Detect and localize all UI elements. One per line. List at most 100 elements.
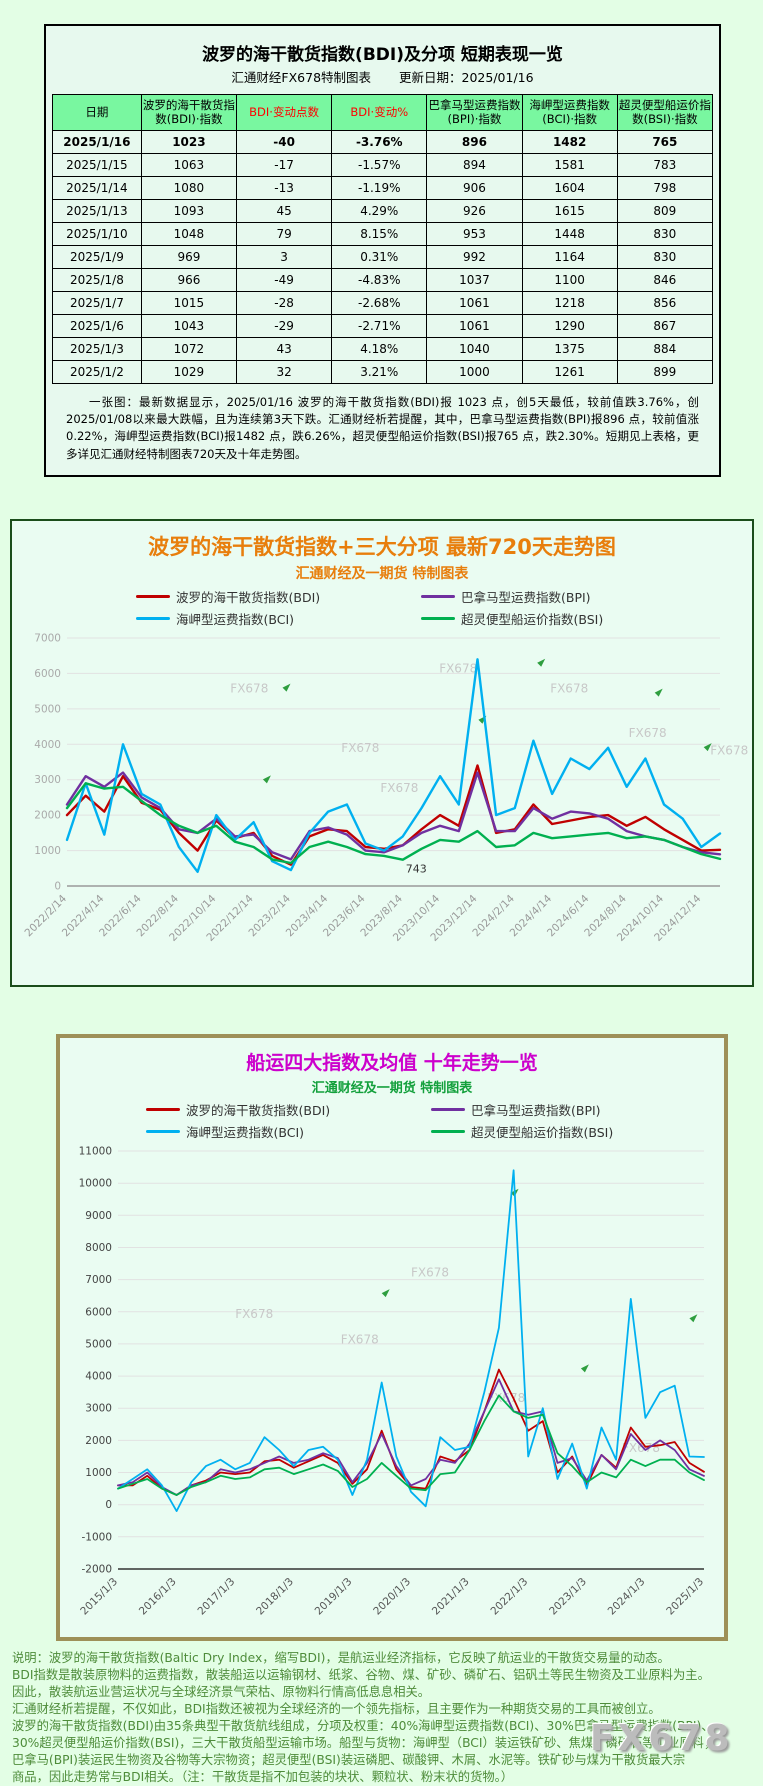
x-tick-label: 2015/1/3 bbox=[78, 1576, 120, 1618]
legend-label: 巴拿马型运费指数(BPI) bbox=[461, 590, 591, 605]
footer-line: 30%超灵便型船运价指数(BSI)，三大干散货船型运输市场。船型与货物：海岬型（… bbox=[12, 1736, 717, 1750]
table-cell: 765 bbox=[616, 129, 714, 154]
chart-10y-title: 船运四大指数及均值 十年走势一览 bbox=[246, 1052, 538, 1074]
table-cell: 79 bbox=[235, 221, 333, 246]
table-cell: 896 bbox=[426, 129, 523, 154]
table-cell: 894 bbox=[426, 152, 523, 177]
y-tick-label: 7000 bbox=[34, 633, 61, 645]
table-cell: 2025/1/10 bbox=[52, 221, 142, 246]
series-line-BPI bbox=[117, 1378, 705, 1496]
legend-line-swatch bbox=[136, 617, 170, 620]
legend-label: 波罗的海干散货指数(BDI) bbox=[176, 590, 321, 605]
table-cell: 2025/1/3 bbox=[52, 336, 142, 361]
footer-line: 巴拿马(BPI)装运民生物资及谷物等大宗物资；超灵便型(BSI)装运磷肥、碳酸钾… bbox=[12, 1753, 686, 1767]
table-cell: 809 bbox=[616, 198, 714, 223]
table-cell: 830 bbox=[616, 244, 714, 269]
chart-720-legend: 波罗的海干散货指数(BDI) 巴拿马型运费指数(BPI) 海岬型运费指数(BCI) 超… bbox=[102, 587, 662, 628]
legend-label: 海岬型运费指数(BCI) bbox=[186, 1125, 305, 1140]
footer-description: 说明：波罗的海干散货指数(Baltic Dry Index，缩写BDI)，是航运… bbox=[12, 1650, 754, 1786]
table-cell: 2025/1/8 bbox=[52, 267, 142, 292]
legend-line-swatch bbox=[431, 1130, 465, 1133]
table-cell: 1061 bbox=[426, 313, 523, 338]
footer-line: 商品，因此走势常与BDI相关。（注：干散货是指不加包装的块状、颗粒状、粉末状的货… bbox=[12, 1770, 514, 1784]
y-tick-label: 3000 bbox=[34, 774, 61, 786]
fx678-chart-watermark: FX678 bbox=[341, 741, 379, 755]
y-tick-label: 1000 bbox=[34, 845, 61, 857]
table-row: 2025/1/3 1072 43 4.18% 1040 1375 884 bbox=[52, 336, 714, 361]
table-cell: 1581 bbox=[521, 152, 618, 177]
bdi-table-block: 波罗的海干散货指数(BDI)及分项 短期表现一览 汇通财经FX678特制图表 更… bbox=[44, 24, 721, 477]
x-tick-label: 2025/1/3 bbox=[664, 1576, 706, 1618]
chart-10y-legend: 波罗的海干散货指数(BDI) 巴拿马型运费指数(BPI) 海岬型运费指数(BCI) 超… bbox=[112, 1100, 672, 1141]
table-row: 2025/1/8 966 -49 -4.83% 1037 1100 846 bbox=[52, 267, 714, 292]
table-row: 2025/1/6 1043 -29 -2.71% 1061 1290 867 bbox=[52, 313, 714, 338]
table-row: 2025/1/7 1015 -28 -2.68% 1061 1218 856 bbox=[52, 290, 714, 315]
table-cell: 926 bbox=[426, 198, 523, 223]
col-header: 超灵便型船运价指数(BSI)·指数 bbox=[616, 94, 714, 131]
table-subtitle: 汇通财经FX678特制图表 更新日期：2025/01/16 bbox=[52, 67, 713, 86]
table-cell: 1604 bbox=[521, 175, 618, 200]
col-header: BDI·变动% bbox=[331, 94, 428, 131]
table-cell: -4.83% bbox=[331, 267, 428, 292]
fx678-chart-watermark: FX678 bbox=[628, 726, 666, 740]
table-cell: 1261 bbox=[521, 359, 618, 384]
table-cell: -17 bbox=[235, 152, 333, 177]
col-header: BDI·变动点数 bbox=[235, 94, 333, 131]
fx678-chart-watermark: FX678 bbox=[550, 682, 588, 696]
table-cell: 899 bbox=[616, 359, 714, 384]
col-header: 波罗的海干散货指数(BDI)·指数 bbox=[140, 94, 237, 131]
footer-line: BDI指数是散装原物料的运费指数，散装船运以运输钢材、纸浆、谷物、煤、矿砂、磷矿… bbox=[12, 1668, 710, 1682]
x-tick-label: 2018/1/3 bbox=[254, 1576, 296, 1618]
table-cell: 2025/1/7 bbox=[52, 290, 142, 315]
table-cell: 830 bbox=[616, 221, 714, 246]
triangle-marker bbox=[381, 1289, 390, 1298]
table-row: 2025/1/9 969 3 0.31% 992 1164 830 bbox=[52, 244, 714, 269]
y-tick-label: 5000 bbox=[34, 703, 61, 715]
table-row: 2025/1/14 1080 -13 -1.19% 906 1604 798 bbox=[52, 175, 714, 200]
x-tick-label: 2023/1/3 bbox=[547, 1576, 589, 1618]
col-header: 日期 bbox=[52, 94, 142, 131]
table-cell: 2025/1/16 bbox=[52, 129, 142, 154]
triangle-marker bbox=[580, 1364, 589, 1373]
x-tick-label: 2021/1/3 bbox=[430, 1576, 472, 1618]
x-tick-label: 2024/1/3 bbox=[606, 1576, 648, 1618]
table-cell: 1063 bbox=[140, 152, 237, 177]
table-cell: -2.71% bbox=[331, 313, 428, 338]
legend-label: 波罗的海干散货指数(BDI) bbox=[186, 1103, 331, 1118]
y-tick-label: 6000 bbox=[34, 668, 61, 680]
legend-label: 巴拿马型运费指数(BPI) bbox=[471, 1103, 601, 1118]
table-cell: 2025/1/6 bbox=[52, 313, 142, 338]
table-cell: 867 bbox=[616, 313, 714, 338]
table-cell: 1482 bbox=[521, 129, 618, 154]
legend-line-swatch bbox=[421, 595, 455, 598]
fx678-chart-watermark: FX678 bbox=[710, 744, 748, 758]
table-cell: 4.18% bbox=[331, 336, 428, 361]
legend-line-swatch bbox=[146, 1130, 180, 1133]
triangle-marker bbox=[536, 658, 545, 667]
series-line-BSI bbox=[117, 1394, 705, 1496]
table-cell: 1164 bbox=[521, 244, 618, 269]
triangle-marker bbox=[654, 688, 663, 697]
legend-label: 海岬型运费指数(BCI) bbox=[176, 612, 295, 627]
legend-item: 海岬型运费指数(BCI) bbox=[112, 1122, 387, 1141]
table-cell: 856 bbox=[616, 290, 714, 315]
y-tick-label: 7000 bbox=[85, 1274, 112, 1286]
col-header: 巴拿马型运费指数(BPI)·指数 bbox=[426, 94, 523, 131]
table-cell: -3.76% bbox=[331, 129, 428, 154]
y-tick-label: 9000 bbox=[85, 1210, 112, 1222]
legend-line-swatch bbox=[421, 617, 455, 620]
y-tick-label: 5000 bbox=[85, 1338, 112, 1350]
table-cell: 43 bbox=[235, 336, 333, 361]
table-cell: 953 bbox=[426, 221, 523, 246]
table-cell: 2025/1/15 bbox=[52, 152, 142, 177]
y-tick-label: 6000 bbox=[85, 1306, 112, 1318]
table-cell: 966 bbox=[140, 267, 237, 292]
triangle-marker bbox=[282, 683, 290, 692]
table-cell: -1.19% bbox=[331, 175, 428, 200]
fx678-chart-watermark: FX678 bbox=[230, 682, 268, 696]
legend-item: 巴拿马型运费指数(BPI) bbox=[387, 587, 662, 606]
triangle-marker bbox=[703, 743, 712, 752]
table-cell: 798 bbox=[616, 175, 714, 200]
fx678-watermark: FX678 bbox=[590, 1718, 733, 1759]
